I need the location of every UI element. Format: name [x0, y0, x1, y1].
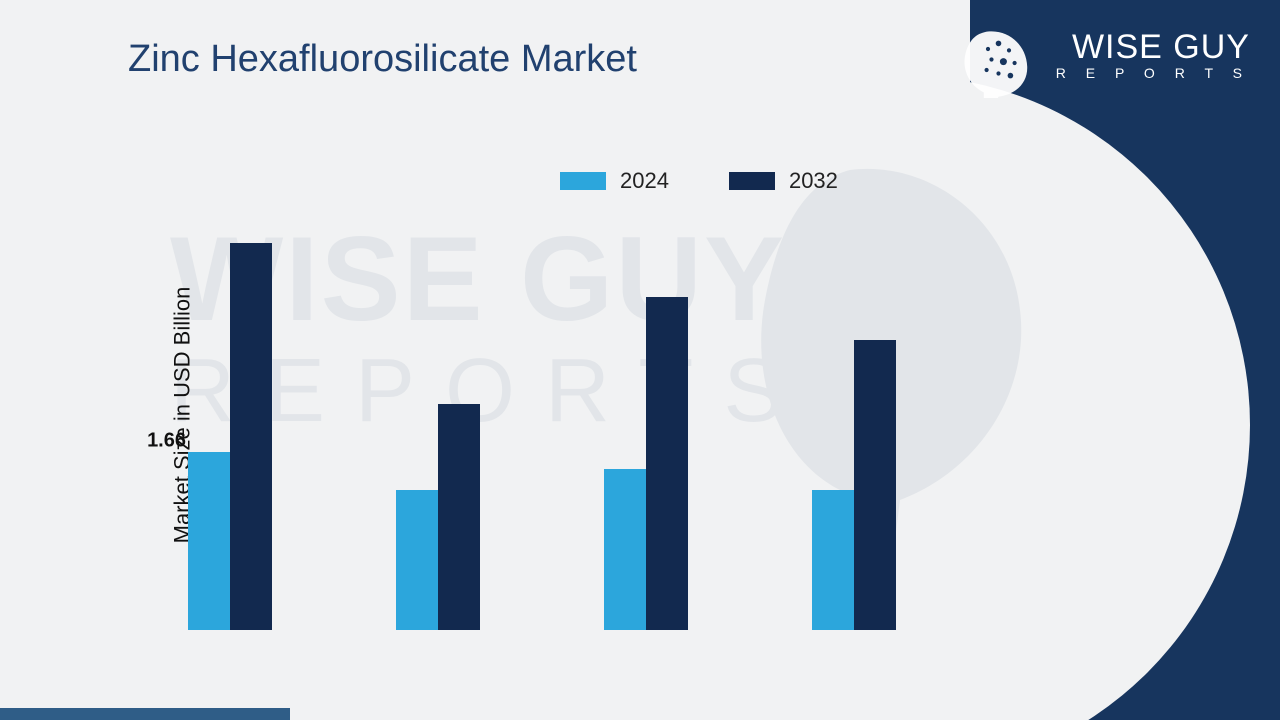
- legend-item-2024: 2024: [560, 168, 669, 194]
- bar-2032-glass: [438, 404, 480, 630]
- brand-logo-line1: WISE GUY: [1056, 28, 1250, 67]
- bar-2032-water: [854, 340, 896, 630]
- legend-label-2024: 2024: [620, 168, 669, 194]
- brand-head-icon: [960, 28, 1030, 98]
- footer-accent-strip: [0, 708, 290, 720]
- brand-logo: WISE GUY R E P O R T S: [1056, 28, 1250, 81]
- bar-2024-glass: [396, 490, 438, 630]
- stage: WISE GUY REPORTS Zinc Hexafluorosilicate…: [0, 0, 1280, 720]
- brand-logo-line2: R E P O R T S: [1056, 65, 1250, 81]
- bar-2032-fluorochemical: [646, 297, 688, 630]
- bar-chart: Market Size in USD Billion 1.66Electroni…: [120, 200, 940, 630]
- legend-swatch-2032: [729, 172, 775, 190]
- chart-title: Zinc Hexafluorosilicate Market: [128, 38, 637, 81]
- bar-2024-fluorochemical: [604, 469, 646, 630]
- bar-2032-electronics: [230, 243, 272, 630]
- bar-2024-water: [812, 490, 854, 630]
- legend-swatch-2024: [560, 172, 606, 190]
- legend-label-2032: 2032: [789, 168, 838, 194]
- plot-area: 1.66ElectronicsIndustryGlassIndustryFluo…: [148, 200, 940, 630]
- legend: 2024 2032: [560, 168, 838, 194]
- right-brand-panel: [970, 0, 1280, 720]
- bar-2024-electronics: [188, 452, 230, 630]
- data-label-electronics: 1.66: [147, 429, 186, 452]
- legend-item-2032: 2032: [729, 168, 838, 194]
